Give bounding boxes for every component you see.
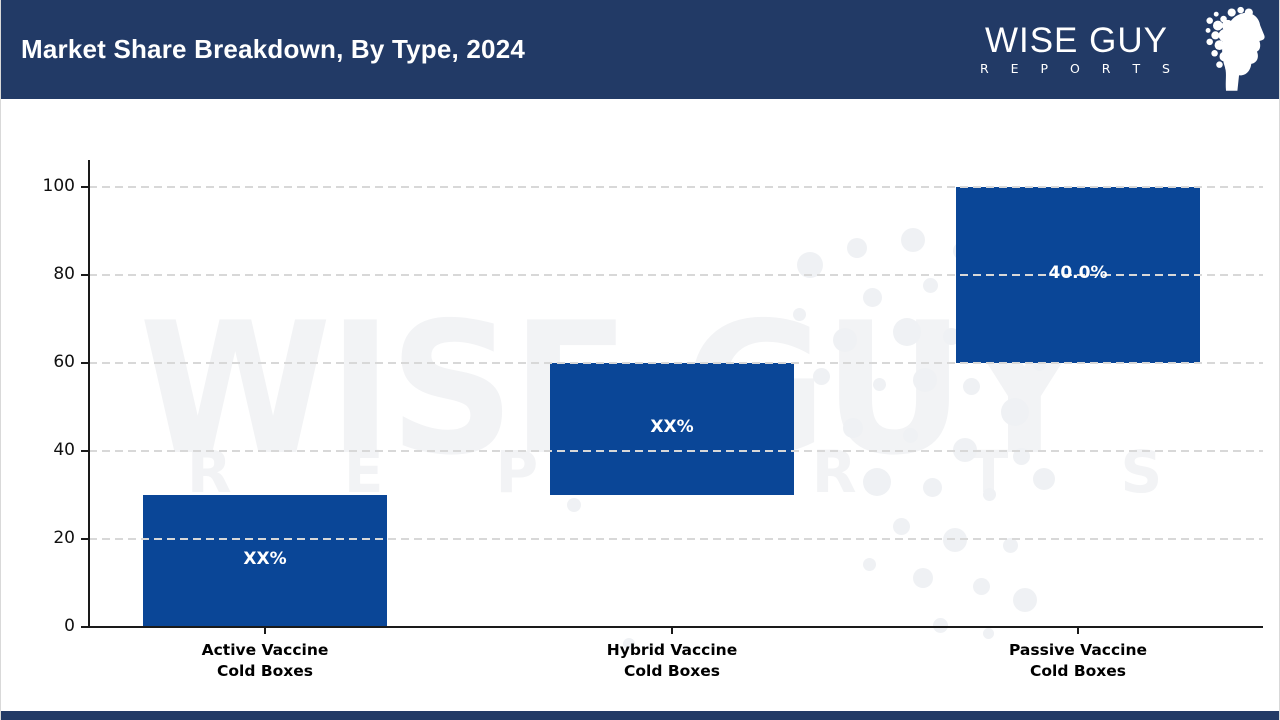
x-tick-mark [1077,628,1079,634]
bar-label: XX% [650,417,694,437]
watermark-dot [833,328,857,352]
watermark-dot [893,318,921,346]
bar [550,363,794,495]
watermark-dot [847,238,867,258]
x-tick-mark [671,628,673,634]
page-title: Market Share Breakdown, By Type, 2024 [21,34,526,64]
header: Market Share Breakdown, By Type, 2024 WI… [1,0,1279,99]
watermark-dot [903,428,918,443]
bar-label: 40.0% [1048,263,1108,283]
watermark-dot [933,618,948,633]
watermark-dot [893,518,910,535]
logo-wordmark-block: WISE GUY R E P O R T S [974,23,1179,76]
y-tick-label: 80 [53,264,75,284]
watermark-dot [873,378,886,391]
logo-wordmark: WISE GUY [984,21,1168,61]
watermark-dot [963,378,980,395]
watermark-dot [943,528,967,552]
wiseguy-logo: WISE GUY R E P O R T S [974,6,1267,94]
x-tick-mark [264,628,266,634]
watermark-dot [863,288,882,307]
x-category-label: Active Vaccine Cold Boxes [201,641,329,680]
watermark-dot [623,638,635,650]
x-axis-line [88,626,1263,628]
watermark-dot [983,488,996,501]
y-tick-mark [81,186,88,188]
watermark-dot [813,368,830,385]
watermark-dot [863,558,876,571]
wiseguy-head-icon [1205,6,1265,91]
watermark-dot [901,228,925,252]
y-tick-mark [81,538,88,540]
y-tick-label: 100 [42,176,75,196]
gridline [89,538,1263,540]
watermark-dot [923,278,938,293]
y-tick-mark [81,274,88,276]
watermark-dot [843,418,863,438]
watermark-dot [943,328,960,345]
gridline [89,362,1263,364]
y-tick-label: 60 [53,352,75,372]
y-tick-mark [81,626,88,628]
y-tick-mark [81,362,88,364]
watermark-dot [793,308,806,321]
watermark-dot [913,568,933,588]
watermark-dot [797,252,823,278]
gridline [89,186,1263,188]
watermark-dot [1013,588,1037,612]
y-axis-line [88,160,90,628]
watermark-dot [1013,448,1030,465]
watermark-dot [567,498,581,512]
watermark-dot [1001,398,1029,426]
watermark-dot [973,578,990,595]
gridline [89,274,1263,276]
watermark-dot [923,478,942,497]
watermark-dot [863,468,891,496]
gridline [89,450,1263,452]
y-tick-label: 20 [53,528,75,548]
x-category-label: Passive Vaccine Cold Boxes [1008,641,1148,680]
y-tick-label: 40 [53,440,75,460]
x-category-label: Hybrid Vaccine Cold Boxes [606,641,738,680]
bar [143,495,387,627]
watermark-dot [1033,468,1055,490]
y-tick-label: 0 [64,616,75,636]
logo-sub: R E P O R T S [979,61,1179,77]
footer-bar [1,711,1279,720]
watermark-dot [1003,538,1018,553]
y-tick-mark [81,450,88,452]
watermark-dot [983,628,994,639]
bar-label: XX% [243,549,287,569]
watermark-dot [913,368,937,392]
